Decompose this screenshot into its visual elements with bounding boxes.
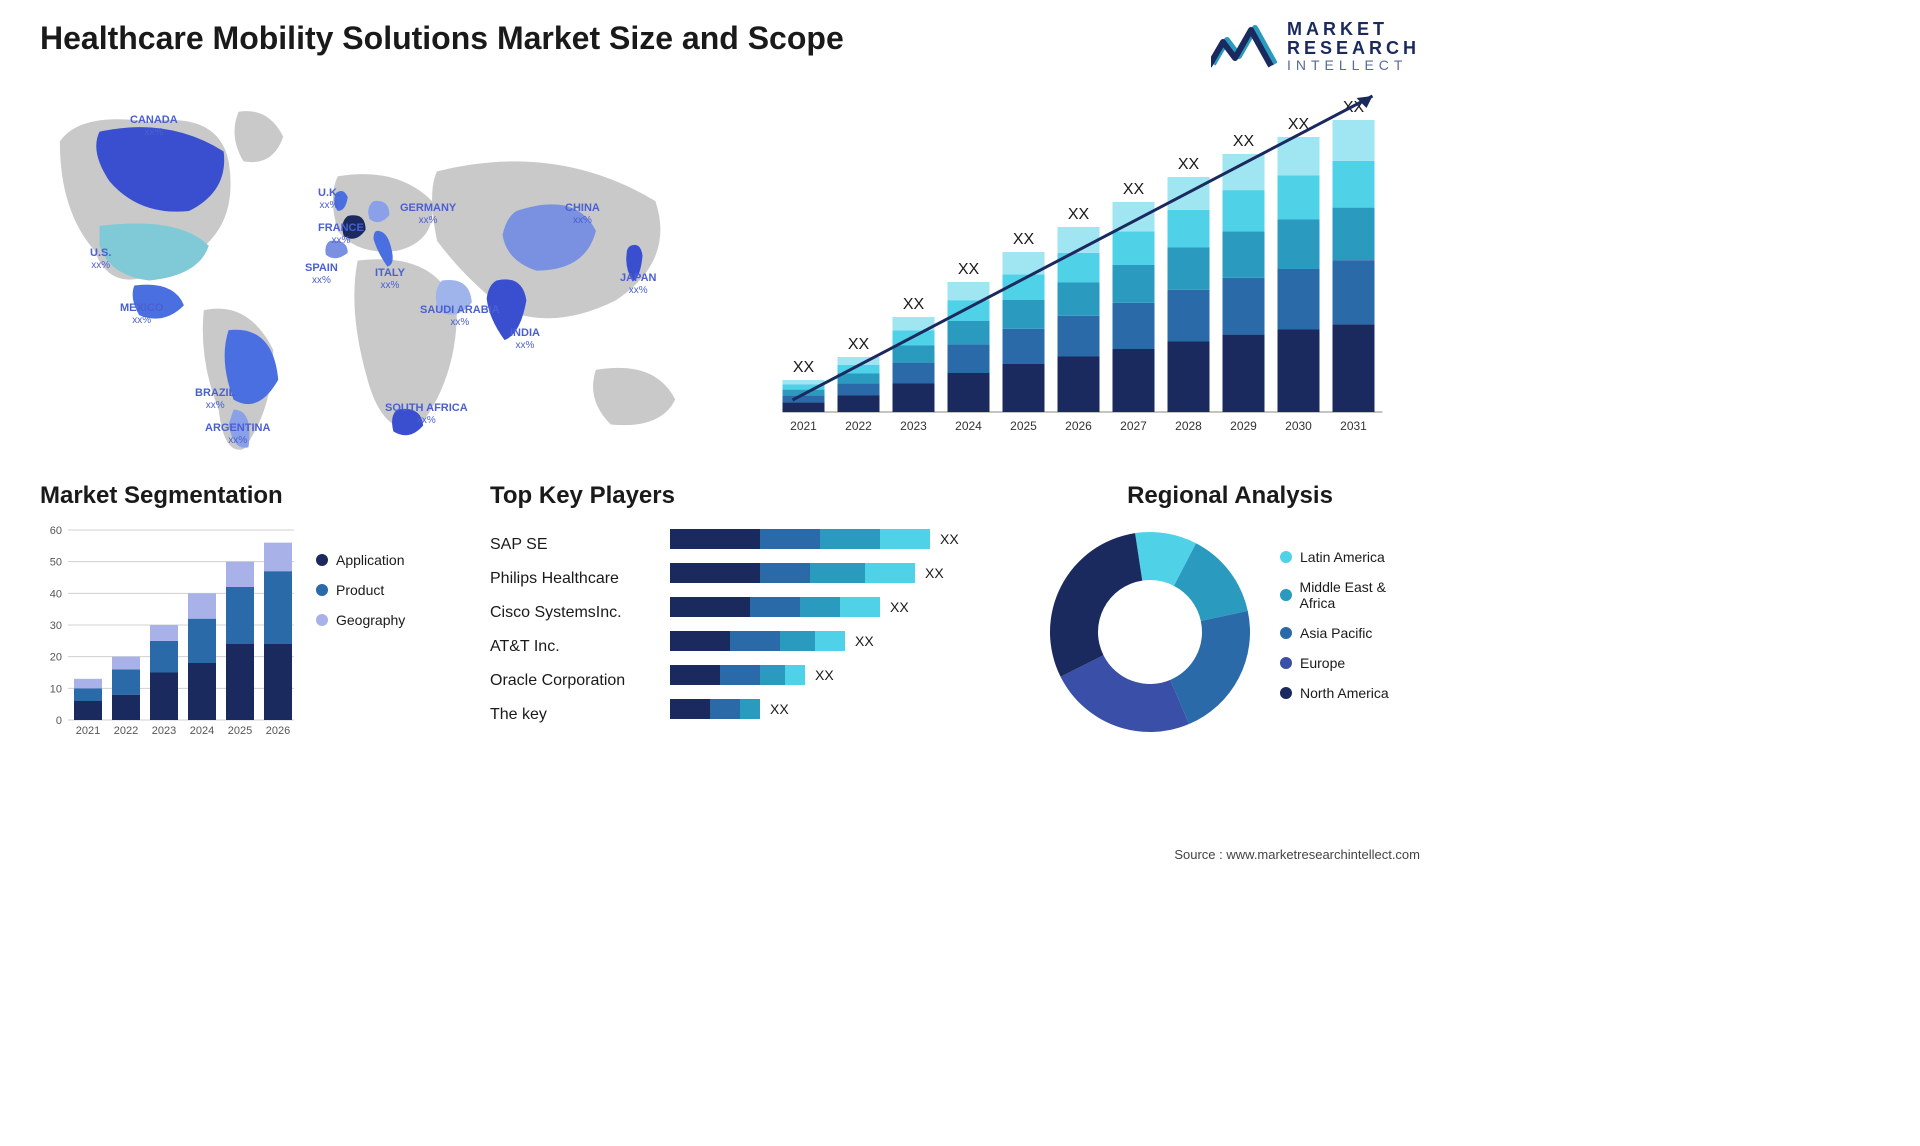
player-bar-row: XX [670, 522, 1010, 556]
svg-text:40: 40 [50, 589, 62, 601]
map-label: ARGENTINAxx% [205, 422, 270, 445]
player-value: XX [890, 599, 909, 615]
svg-text:2025: 2025 [228, 725, 252, 737]
svg-text:XX: XX [1123, 181, 1145, 198]
map-label: JAPANxx% [620, 272, 656, 295]
players-names-list: SAP SEPhilips HealthcareCisco SystemsInc… [490, 522, 670, 732]
player-bar-row: XX [670, 556, 1010, 590]
svg-text:2025: 2025 [1010, 419, 1037, 433]
player-name: SAP SE [490, 528, 670, 562]
map-label: U.K.xx% [318, 187, 340, 210]
map-label: GERMANYxx% [400, 202, 456, 225]
legend-item: Geography [316, 612, 460, 628]
player-value: XX [815, 667, 834, 683]
svg-text:XX: XX [1068, 206, 1090, 223]
map-label: FRANCExx% [318, 222, 364, 245]
svg-text:10: 10 [50, 684, 62, 696]
legend-item: Latin America [1280, 549, 1420, 565]
brand-logo: MARKET RESEARCH INTELLECT [1211, 20, 1420, 72]
map-label: SAUDI ARABIAxx% [420, 304, 500, 327]
map-label: SOUTH AFRICAxx% [385, 402, 468, 425]
svg-text:2026: 2026 [266, 725, 290, 737]
players-title: Top Key Players [490, 482, 1010, 510]
svg-text:XX: XX [793, 359, 815, 376]
legend-item: Europe [1280, 655, 1420, 671]
map-label: ITALYxx% [375, 267, 405, 290]
legend-item: Middle East & Africa [1280, 579, 1420, 611]
player-value: XX [770, 701, 789, 717]
page-title: Healthcare Mobility Solutions Market Siz… [40, 20, 844, 57]
segmentation-legend: Application Product Geography [316, 522, 460, 742]
logo-text-2: RESEARCH [1287, 39, 1420, 58]
svg-text:XX: XX [848, 336, 870, 353]
svg-text:XX: XX [903, 296, 925, 313]
svg-text:50: 50 [50, 557, 62, 569]
legend-item: Product [316, 582, 460, 598]
legend-item: Asia Pacific [1280, 625, 1420, 641]
map-label: U.S.xx% [90, 247, 111, 270]
svg-text:30: 30 [50, 620, 62, 632]
svg-text:20: 20 [50, 652, 62, 664]
svg-text:2026: 2026 [1065, 419, 1092, 433]
logo-mark-icon [1211, 22, 1277, 70]
world-map-panel: CANADAxx% U.S.xx% MEXICOxx% BRAZILxx% ARGENT… [40, 82, 715, 462]
svg-text:XX: XX [958, 261, 980, 278]
svg-text:60: 60 [50, 525, 62, 537]
player-name: Oracle Corporation [490, 664, 670, 698]
player-name: Philips Healthcare [490, 562, 670, 596]
svg-text:2023: 2023 [152, 725, 176, 737]
svg-text:2022: 2022 [114, 725, 138, 737]
svg-text:2023: 2023 [900, 419, 927, 433]
svg-text:2027: 2027 [1120, 419, 1147, 433]
segmentation-chart: 0 10 20 30 40 50 60 2021 2022 2023 2024 2025 2026 [40, 522, 300, 742]
svg-text:2021: 2021 [790, 419, 817, 433]
player-bar-row: XX [670, 658, 1010, 692]
svg-text:2031: 2031 [1340, 419, 1367, 433]
source-attribution: Source : www.marketresearchintellect.com [1174, 847, 1420, 862]
svg-text:0: 0 [56, 715, 62, 727]
player-name: The key [490, 698, 670, 732]
player-value: XX [855, 633, 874, 649]
logo-text-1: MARKET [1287, 20, 1420, 39]
svg-text:XX: XX [1013, 231, 1035, 248]
legend-item: North America [1280, 685, 1420, 701]
player-name: AT&T Inc. [490, 630, 670, 664]
player-value: XX [940, 531, 959, 547]
svg-text:2021: 2021 [76, 725, 100, 737]
player-name: Cisco SystemsInc. [490, 596, 670, 630]
map-label: BRAZILxx% [195, 387, 235, 410]
svg-text:2024: 2024 [190, 725, 214, 737]
map-label: CANADAxx% [130, 114, 178, 137]
svg-text:2030: 2030 [1285, 419, 1312, 433]
regional-legend: Latin America Middle East & Africa Asia Pa… [1280, 549, 1420, 715]
logo-text-3: INTELLECT [1287, 58, 1420, 73]
svg-text:2029: 2029 [1230, 419, 1257, 433]
regional-title: Regional Analysis [1040, 482, 1420, 510]
player-bar-row: XX [670, 590, 1010, 624]
forecast-chart: XX 2021 XX 2022 XX 2023 XX 2024 XX 2025 XX 2026 XX 20… [745, 82, 1420, 462]
map-label: INDIAxx% [510, 327, 540, 350]
svg-text:XX: XX [1233, 133, 1255, 150]
svg-text:2022: 2022 [845, 419, 872, 433]
svg-text:XX: XX [1178, 156, 1200, 173]
map-label: CHINAxx% [565, 202, 600, 225]
map-label: MEXICOxx% [120, 302, 163, 325]
svg-text:2028: 2028 [1175, 419, 1202, 433]
player-value: XX [925, 565, 944, 581]
map-label: SPAINxx% [305, 262, 338, 285]
segmentation-title: Market Segmentation [40, 482, 460, 510]
legend-item: Application [316, 552, 460, 568]
players-bars-chart: XX XX XX XX XX XX [670, 522, 1010, 732]
player-bar-row: XX [670, 692, 1010, 726]
svg-text:2024: 2024 [955, 419, 982, 433]
regional-donut-chart [1040, 522, 1260, 742]
player-bar-row: XX [670, 624, 1010, 658]
